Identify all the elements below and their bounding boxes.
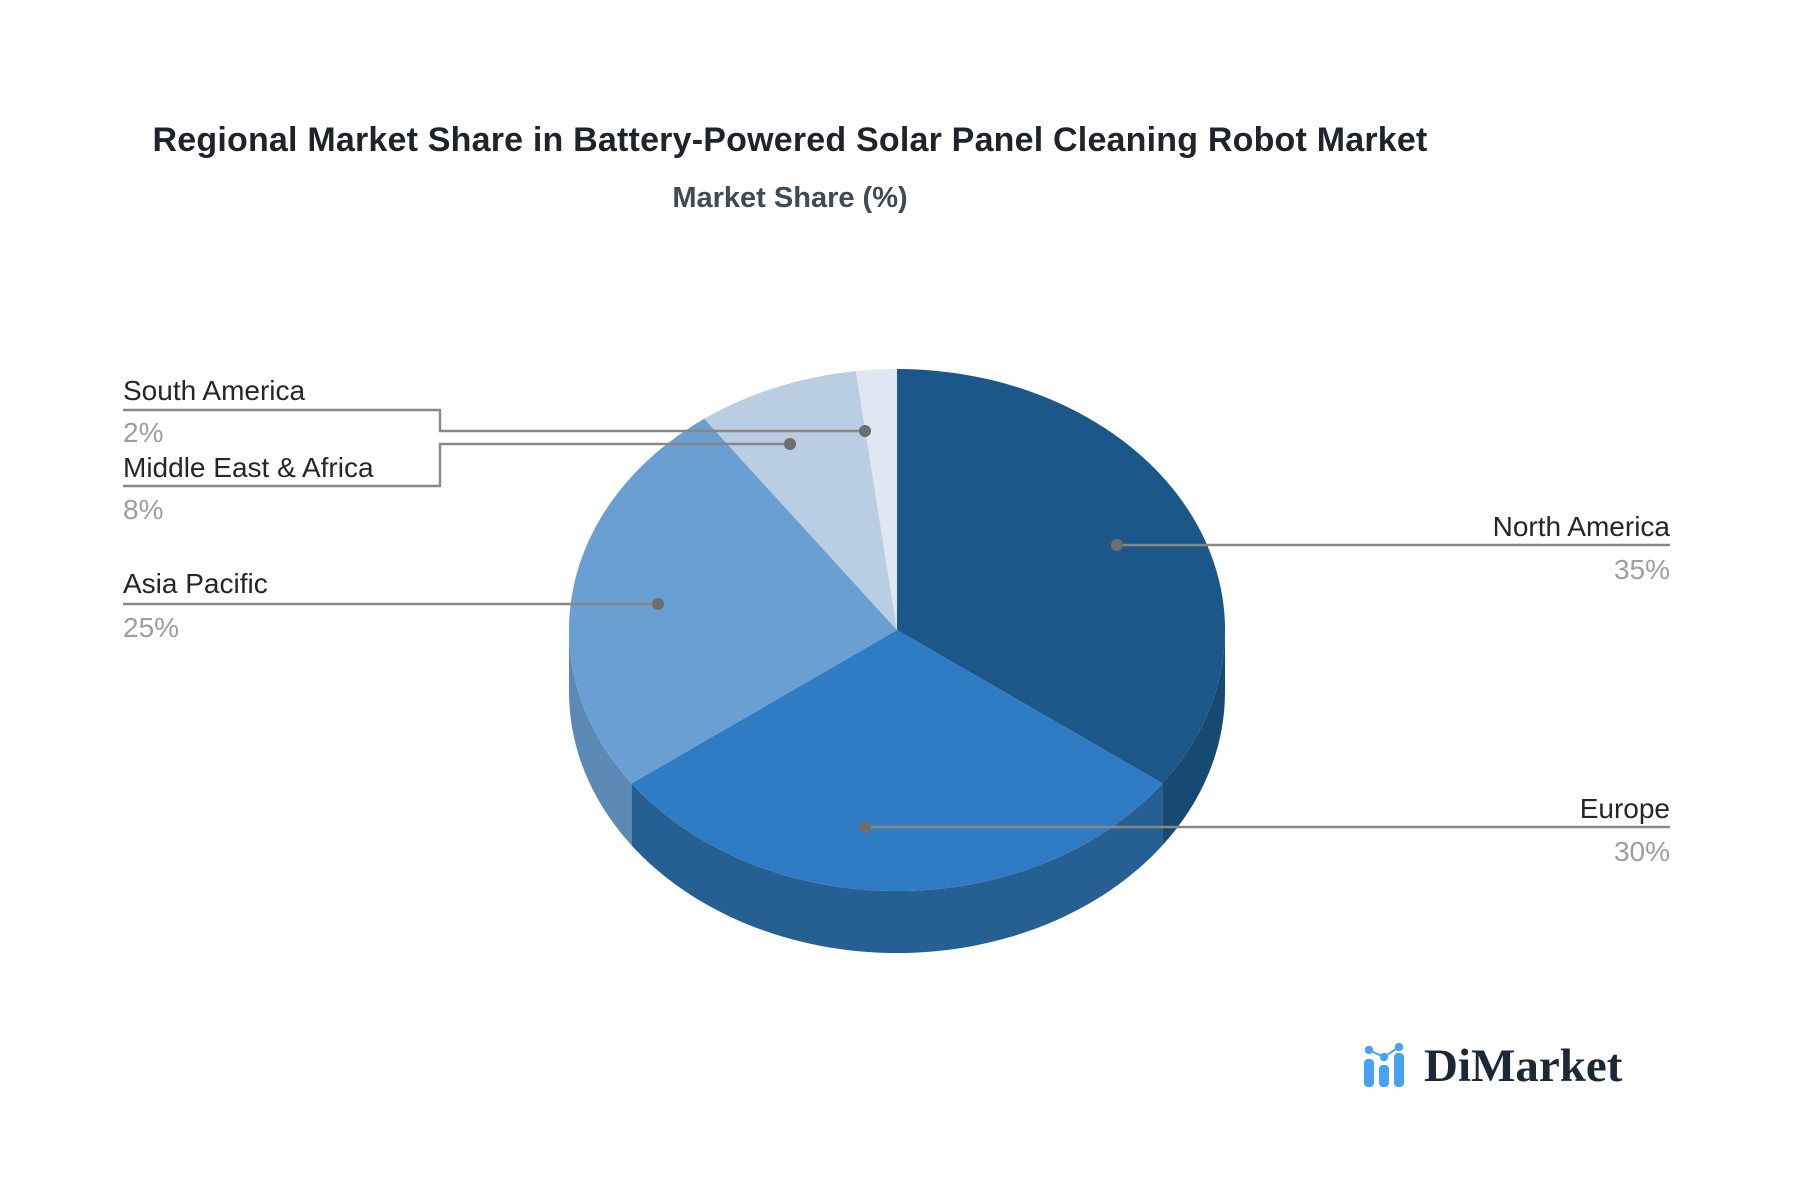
slice-value-north-america: 35% <box>1614 554 1670 585</box>
brand-chart-icon <box>1364 1043 1404 1087</box>
leader-dot-south-america <box>859 425 871 437</box>
pie-slice-side-europe <box>631 783 1163 954</box>
brand-icon-dot <box>1394 1043 1404 1052</box>
brand-icon-bar <box>1364 1059 1374 1087</box>
leader-line-middle-east-africa <box>123 442 790 488</box>
brand-logo: DiMarket <box>1362 1040 1622 1092</box>
chart-subtitle: Market Share (%) <box>672 182 908 214</box>
brand-logo-text: DiMarket <box>1424 1040 1623 1092</box>
pie-slice-north-america[interactable] <box>897 369 1226 784</box>
brand-icon-bar <box>1394 1053 1404 1087</box>
leader-dot-middle-east-africa <box>784 438 796 450</box>
leader-line-south-america <box>123 408 865 433</box>
pie-slice-europe[interactable] <box>631 630 1163 892</box>
slice-label-middle-east-africa: Middle East & Africa <box>123 452 374 483</box>
chart-title: Regional Market Share in Battery-Powered… <box>152 121 1428 159</box>
slice-label-north-america: North America <box>1493 511 1671 542</box>
slice-value-middle-east-africa: 8% <box>123 494 163 525</box>
slice-label-europe: Europe <box>1580 793 1670 824</box>
slice-value-asia-pacific: 25% <box>123 612 179 643</box>
leader-dot-north-america <box>1111 539 1123 551</box>
pie-slice-middle-east-africa[interactable] <box>704 371 897 630</box>
slice-value-south-america: 2% <box>123 417 163 448</box>
pie-slice-side-north-america <box>1162 630 1225 846</box>
pie-slice-side-asia-pacific <box>569 630 632 846</box>
slice-label-asia-pacific: Asia Pacific <box>123 568 268 599</box>
slice-label-south-america: South America <box>123 375 306 406</box>
slice-value-europe: 30% <box>1614 836 1670 867</box>
brand-icon-bar <box>1379 1065 1389 1087</box>
leader-dot-europe <box>859 821 871 833</box>
leader-dot-asia-pacific <box>652 598 664 610</box>
brand-icon-dot <box>1379 1052 1389 1062</box>
pie-slice-asia-pacific[interactable] <box>568 418 897 784</box>
brand-icon-dot <box>1364 1045 1374 1055</box>
